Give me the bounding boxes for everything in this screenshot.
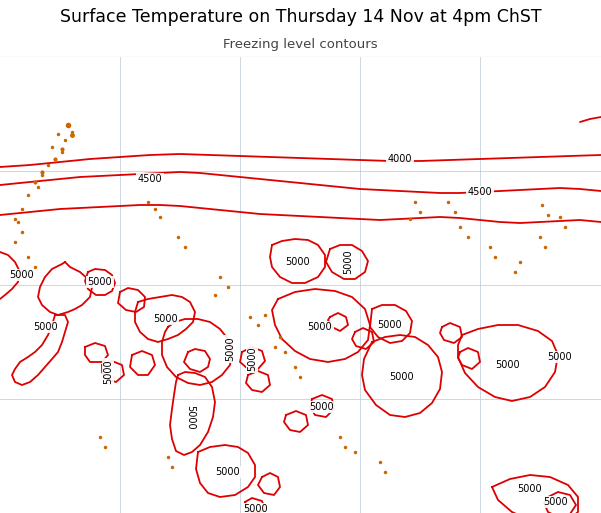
- Text: 5000: 5000: [216, 467, 240, 477]
- Text: 5000: 5000: [285, 257, 310, 267]
- Text: 5000: 5000: [32, 322, 57, 332]
- Text: 4500: 4500: [468, 187, 492, 197]
- Text: 5000: 5000: [10, 270, 34, 280]
- Text: Freezing level contours: Freezing level contours: [223, 38, 378, 51]
- Text: 5000: 5000: [247, 347, 257, 371]
- Text: 5000: 5000: [185, 405, 195, 429]
- Text: 5000: 5000: [496, 360, 520, 370]
- Text: 5000: 5000: [548, 352, 572, 362]
- Text: 4000: 4000: [388, 154, 412, 164]
- Text: 5000: 5000: [310, 402, 334, 412]
- Text: Surface Temperature on Thursday 14 Nov at 4pm ChST: Surface Temperature on Thursday 14 Nov a…: [59, 8, 542, 26]
- Text: 5000: 5000: [389, 372, 414, 382]
- Text: 5000: 5000: [225, 337, 235, 361]
- Text: 5000: 5000: [377, 320, 402, 330]
- Text: 5000: 5000: [343, 250, 353, 274]
- Text: 5000: 5000: [543, 497, 567, 507]
- Text: 5000: 5000: [308, 322, 332, 332]
- Text: 5000: 5000: [243, 504, 267, 513]
- Text: 4500: 4500: [138, 174, 162, 184]
- Text: 5000: 5000: [517, 484, 542, 494]
- Text: 5000: 5000: [153, 314, 177, 324]
- Text: 5000: 5000: [88, 277, 112, 287]
- Text: 5000: 5000: [103, 360, 113, 384]
